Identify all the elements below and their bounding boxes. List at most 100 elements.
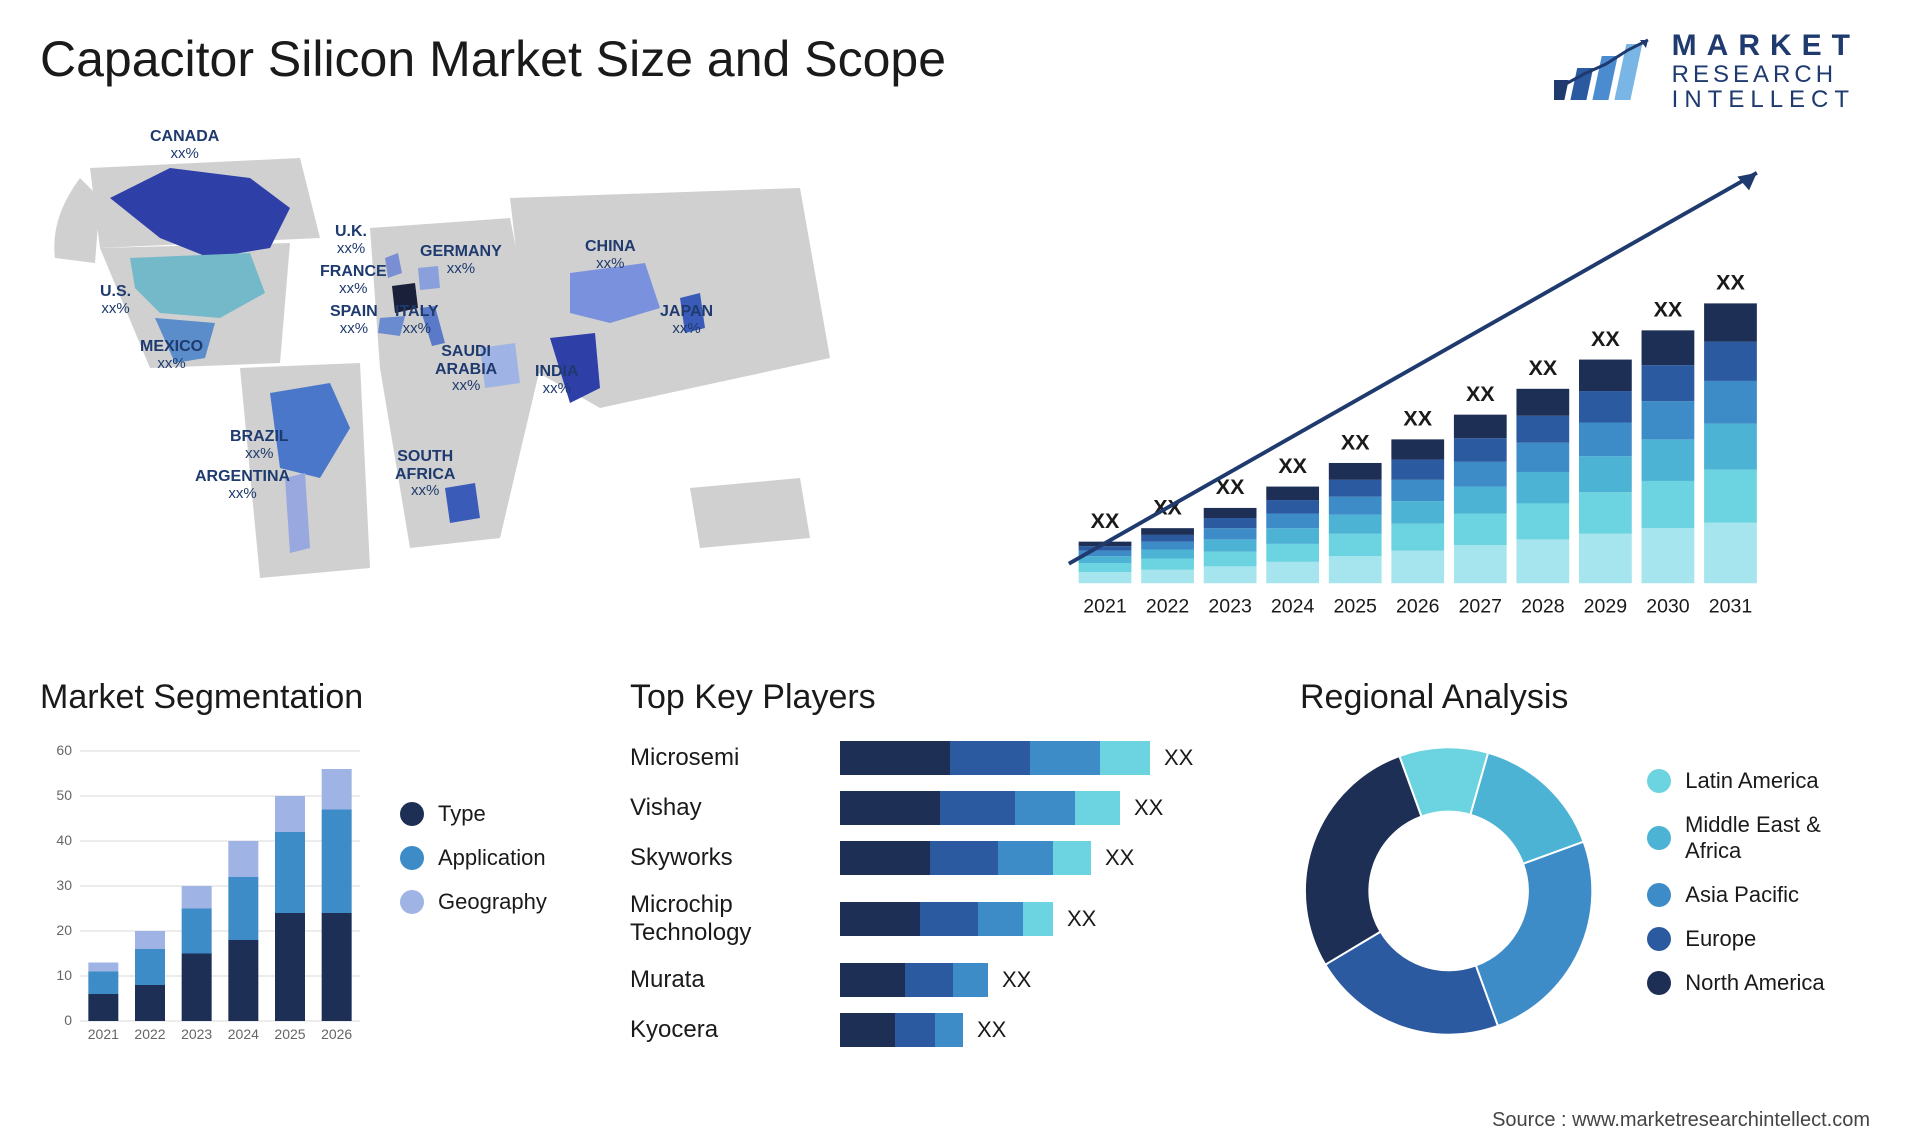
regional-legend: Latin America Middle East & Africa Asia Pa… (1647, 768, 1880, 1014)
map-label-brazil: BRAZILxx% (230, 428, 289, 462)
player-name: Microsemi (630, 744, 840, 772)
svg-text:2030: 2030 (1646, 596, 1690, 618)
player-bar (840, 963, 988, 997)
legend-dot-icon (400, 890, 424, 914)
player-value: XX (977, 1017, 1006, 1043)
seg-legend-type: Type (400, 801, 547, 827)
svg-text:2025: 2025 (1333, 596, 1377, 618)
legend-dot-icon (1647, 883, 1671, 907)
player-name: Skyworks (630, 844, 840, 872)
regional-panel: Regional Analysis Latin America Middle Ea… (1300, 678, 1880, 1108)
svg-text:XX: XX (1528, 356, 1557, 380)
source-attribution: Source : www.marketresearchintellect.com (1492, 1109, 1870, 1132)
svg-text:2023: 2023 (1208, 596, 1251, 618)
player-row-skyworks: Skyworks XX (630, 841, 1250, 875)
svg-text:2026: 2026 (321, 1026, 352, 1042)
svg-text:XX: XX (1654, 298, 1683, 322)
key-players-panel: Top Key Players MicrosemiXXVishayXXSkywo… (630, 678, 1250, 1108)
player-bar (840, 741, 1150, 775)
player-row-vishay: VishayXX (630, 791, 1250, 825)
player-row-microsemi: MicrosemiXX (630, 741, 1250, 775)
svg-text:XX: XX (1591, 327, 1620, 351)
svg-text:2023: 2023 (181, 1026, 212, 1042)
map-label-mexico: MEXICOxx% (140, 338, 203, 372)
player-value: XX (1002, 967, 1031, 993)
key-players-title: Top Key Players (630, 678, 1250, 717)
svg-text:2027: 2027 (1459, 596, 1502, 618)
legend-dot-icon (1647, 826, 1671, 850)
logo-line-2: RESEARCH (1672, 62, 1860, 87)
player-name: Kyocera (630, 1016, 840, 1044)
player-value: XX (1134, 795, 1163, 821)
svg-text:XX: XX (1341, 430, 1370, 454)
svg-text:2024: 2024 (1271, 596, 1315, 618)
svg-text:2021: 2021 (1083, 596, 1126, 618)
logo-line-1: MARKET (1672, 30, 1860, 62)
svg-text:2025: 2025 (274, 1026, 305, 1042)
svg-text:2022: 2022 (134, 1026, 165, 1042)
player-name: Microchip Technology (630, 891, 840, 947)
region-legend-middleeastafrica: Middle East & Africa (1647, 812, 1880, 864)
player-value: XX (1067, 906, 1096, 932)
map-label-china: CHINAxx% (585, 238, 636, 272)
map-label-us: U.S.xx% (100, 283, 131, 317)
region-legend-northamerica: North America (1647, 970, 1880, 996)
map-label-japan: JAPANxx% (660, 303, 713, 337)
logo-mark-icon (1554, 36, 1654, 106)
svg-text:XX: XX (1466, 382, 1495, 406)
map-label-canada: CANADAxx% (150, 128, 219, 162)
svg-text:XX: XX (1278, 454, 1307, 478)
map-label-spain: SPAINxx% (330, 303, 378, 337)
region-legend-latinamerica: Latin America (1647, 768, 1880, 794)
regional-title: Regional Analysis (1300, 678, 1880, 717)
svg-text:30: 30 (56, 877, 72, 893)
player-value: XX (1105, 845, 1134, 871)
svg-text:2021: 2021 (88, 1026, 119, 1042)
svg-text:50: 50 (56, 787, 72, 803)
region-legend-asiapacific: Asia Pacific (1647, 882, 1880, 908)
player-row-kyocera: Kyocera XX (630, 1013, 1250, 1047)
world-map (40, 108, 980, 648)
key-players-list: MicrosemiXXVishayXXSkyworksXXMicrochip T… (630, 741, 1250, 1047)
map-label-argentina: ARGENTINAxx% (195, 468, 290, 502)
svg-text:XX: XX (1403, 407, 1432, 431)
svg-text:2022: 2022 (1146, 596, 1189, 618)
seg-legend-application: Application (400, 845, 547, 871)
brand-logo: MARKET RESEARCH INTELLECT (1554, 30, 1860, 112)
player-name: Murata (630, 966, 840, 994)
player-row-microchiptechnology: Microchip Technology XX (630, 891, 1250, 947)
world-map-panel: CANADAxx% U.S.xx% MEXICOxx% BRAZILxx% ARGENT… (40, 108, 980, 648)
svg-text:2028: 2028 (1521, 596, 1565, 618)
donut-slice-asiapacific (1476, 842, 1592, 1026)
map-label-uk: U.K.xx% (335, 223, 367, 257)
donut-slice-northamerica (1305, 756, 1421, 965)
player-bar (840, 791, 1120, 825)
map-label-india: INDIAxx% (535, 363, 579, 397)
svg-text:0: 0 (64, 1012, 72, 1028)
svg-text:XX: XX (1716, 271, 1745, 295)
svg-text:2029: 2029 (1584, 596, 1627, 618)
legend-dot-icon (400, 846, 424, 870)
growth-chart-panel: XX 2021 XX 2022 XX 2023 XX 2024 XX 2025 XX 2026 XX 20… (980, 108, 1880, 648)
svg-text:2026: 2026 (1396, 596, 1439, 618)
player-bar (840, 1013, 963, 1047)
player-bar (840, 841, 1091, 875)
map-label-italy: ITALYxx% (395, 303, 439, 337)
legend-dot-icon (400, 802, 424, 826)
svg-text:2031: 2031 (1709, 596, 1752, 618)
growth-stacked-bar-chart: XX 2021 XX 2022 XX 2023 XX 2024 XX 2025 XX 2026 XX 20… (1020, 108, 1880, 648)
segmentation-title: Market Segmentation (40, 678, 580, 717)
svg-text:XX: XX (1091, 509, 1120, 533)
svg-text:60: 60 (56, 742, 72, 758)
legend-dot-icon (1647, 971, 1671, 995)
seg-legend-geography: Geography (400, 889, 547, 915)
svg-text:2024: 2024 (228, 1026, 259, 1042)
regional-donut-chart (1300, 741, 1597, 1041)
map-label-germany: GERMANYxx% (420, 243, 502, 277)
map-label-southafrica: SOUTHAFRICAxx% (395, 448, 455, 500)
segmentation-panel: Market Segmentation 01020304050602021202… (40, 678, 580, 1108)
svg-text:40: 40 (56, 832, 72, 848)
legend-dot-icon (1647, 927, 1671, 951)
svg-text:20: 20 (56, 922, 72, 938)
map-label-france: FRANCExx% (320, 263, 387, 297)
